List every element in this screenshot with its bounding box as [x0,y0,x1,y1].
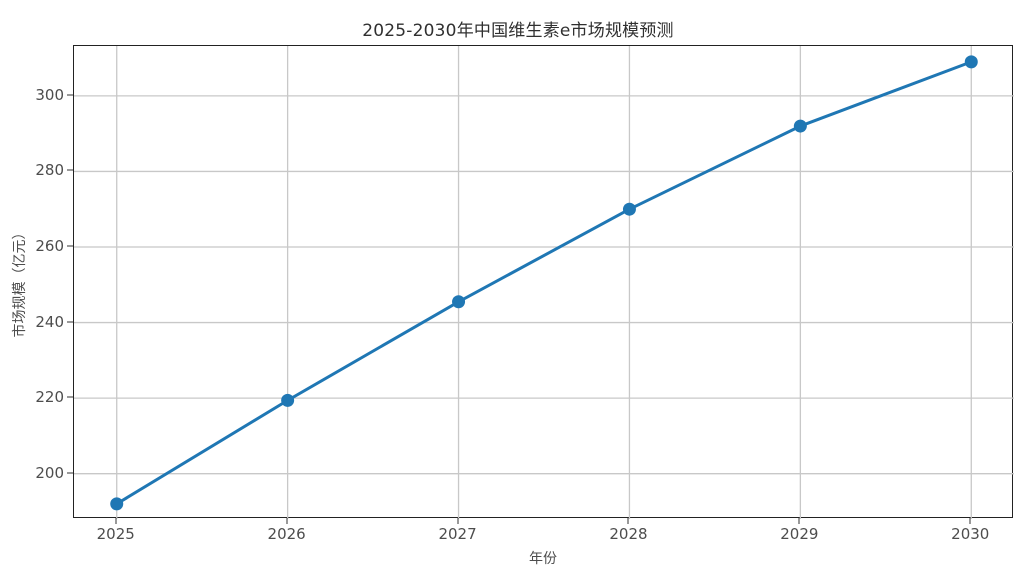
x-tick-label: 2027 [438,525,477,543]
y-axis-tick-marks [66,45,73,518]
y-tick-label: 240 [35,312,64,331]
y-tick-label: 260 [35,236,64,255]
x-tick-mark [286,518,288,524]
x-tick-mark [457,518,459,524]
x-tick-label: 2028 [609,525,648,543]
x-axis-tick-labels: 2025 2026 2027 2028 2029 2030 [73,525,1013,547]
x-tick-mark [969,518,971,524]
x-tick-mark [115,518,117,524]
y-tick-mark [67,321,73,323]
y-axis-tick-labels: 200 220 240 260 280 300 [0,45,64,518]
y-axis-label: 市场规模（亿元） [9,45,31,518]
x-tick-label: 2025 [96,525,135,543]
y-tick-label: 200 [35,463,64,482]
y-tick-label: 220 [35,388,64,407]
y-tick-mark [67,396,73,398]
y-tick-label: 280 [35,161,64,180]
y-tick-label: 300 [35,85,64,104]
y-tick-mark [67,94,73,96]
x-tick-label: 2026 [267,525,306,543]
y-axis-label-text: 市场规模（亿元） [12,225,28,338]
x-tick-mark [798,518,800,524]
line-series [110,55,978,511]
x-tick-mark [627,518,629,524]
x-axis-label: 年份 [529,551,557,567]
x-tick-label: 2029 [780,525,819,543]
y-tick-mark [67,472,73,474]
x-tick-label: 2030 [951,525,990,543]
y-tick-mark [67,169,73,171]
x-axis-tick-marks [73,518,1013,525]
chart-title: 2025-2030年中国维生素e市场规模预测 [362,21,674,41]
plot-area [73,45,1013,518]
y-tick-mark [67,245,73,247]
